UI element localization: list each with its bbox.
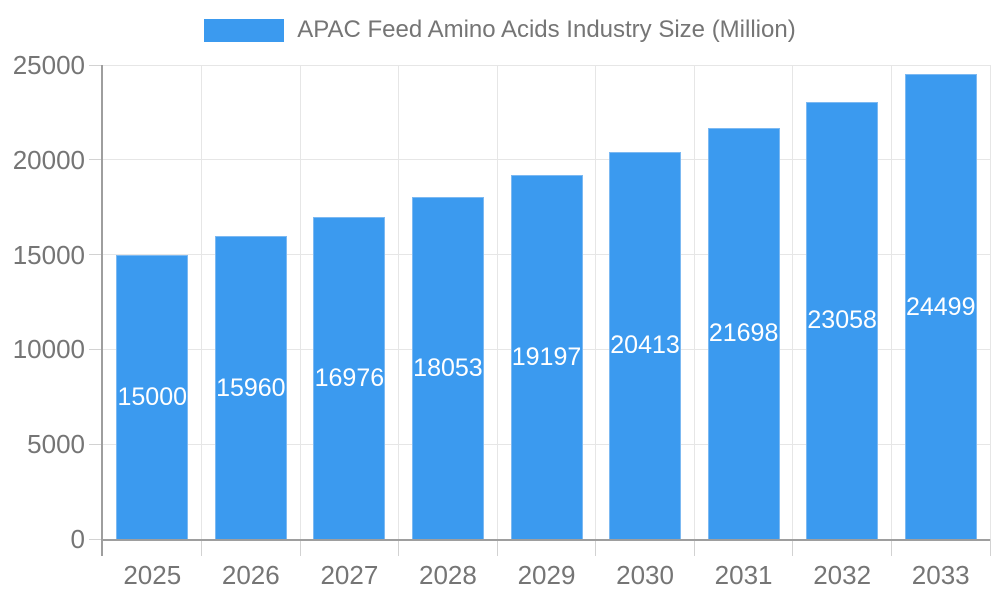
x-tick-label: 2025 xyxy=(123,560,182,590)
bar xyxy=(116,254,189,539)
x-gridline xyxy=(496,65,498,539)
x-gridline xyxy=(299,65,301,539)
y-axis-line xyxy=(101,65,103,556)
x-gridline xyxy=(989,65,991,539)
x-tick-label: 2033 xyxy=(911,560,970,590)
x-tick xyxy=(595,539,597,556)
bar-value-label: 23058 xyxy=(807,306,877,335)
bar xyxy=(411,196,484,539)
y-tick-label: 15000 xyxy=(12,239,85,270)
y-tick xyxy=(89,254,103,256)
bar xyxy=(214,236,287,539)
x-tick xyxy=(890,539,892,556)
bar xyxy=(707,127,780,539)
y-tick-label: 10000 xyxy=(12,334,85,365)
x-tick-label: 2030 xyxy=(616,560,674,590)
y-tick-label: 25000 xyxy=(12,50,85,80)
x-axis-line xyxy=(101,539,990,541)
bar-value-label: 18053 xyxy=(413,353,483,382)
x-tick-label: 2028 xyxy=(419,560,477,590)
bar xyxy=(609,151,682,539)
x-tick-label: 2026 xyxy=(221,560,280,590)
y-tick xyxy=(89,348,103,350)
x-gridline xyxy=(792,65,794,539)
bar-value-label: 16976 xyxy=(314,364,385,393)
x-tick xyxy=(299,539,301,556)
chart-legend[interactable]: APAC Feed Amino Acids Industry Size (Mil… xyxy=(0,16,1000,44)
bar xyxy=(313,217,386,539)
legend-label: APAC Feed Amino Acids Industry Size (Mil… xyxy=(297,16,796,43)
x-tick xyxy=(398,539,400,556)
bar-value-label: 15960 xyxy=(216,373,286,402)
y-tick-label: 0 xyxy=(70,524,85,554)
x-gridline xyxy=(693,65,695,539)
y-tick xyxy=(89,538,103,540)
legend-swatch xyxy=(204,18,285,42)
y-tick xyxy=(89,443,103,445)
bar-value-label: 19197 xyxy=(511,343,582,371)
x-tick-label: 2031 xyxy=(714,560,773,590)
bar-value-label: 15000 xyxy=(117,382,188,411)
bar xyxy=(510,175,583,539)
bar xyxy=(806,101,879,539)
x-tick xyxy=(201,539,203,556)
bar-value-label: 20413 xyxy=(610,331,680,360)
x-tick-label: 2029 xyxy=(517,560,576,590)
x-tick xyxy=(496,539,498,556)
y-tick-label: 5000 xyxy=(27,429,85,460)
y-tick xyxy=(89,159,103,161)
y-tick xyxy=(89,64,103,66)
x-tick-label: 2032 xyxy=(813,560,872,590)
bar xyxy=(904,74,977,539)
x-tick xyxy=(792,539,794,556)
x-gridline xyxy=(201,65,203,539)
bar-value-label: 24499 xyxy=(905,292,976,321)
bar-value-label: 21698 xyxy=(708,319,779,348)
x-gridline xyxy=(595,65,597,539)
x-tick xyxy=(693,539,695,556)
x-gridline xyxy=(890,65,892,539)
y-gridline xyxy=(103,159,990,161)
y-gridline xyxy=(103,64,990,66)
x-gridline xyxy=(398,65,400,539)
x-tick xyxy=(989,539,991,556)
x-tick-label: 2027 xyxy=(320,560,379,590)
y-tick-label: 20000 xyxy=(12,144,85,175)
